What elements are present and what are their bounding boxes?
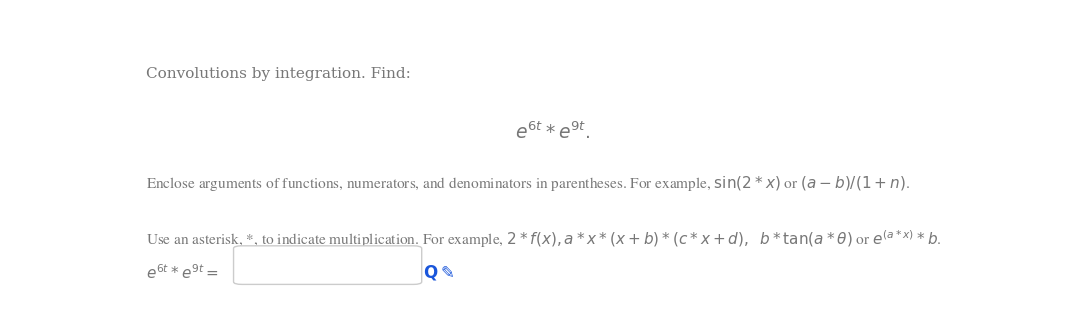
Text: Use an asterisk, *, to indicate multiplication. For example, $2 * f(x), a * x * : Use an asterisk, *, to indicate multipli… — [146, 228, 941, 249]
Text: Q: Q — [423, 264, 438, 282]
Text: Enclose arguments of functions, numerators, and denominators in parentheses. For: Enclose arguments of functions, numerato… — [146, 174, 910, 193]
FancyBboxPatch shape — [233, 246, 422, 285]
Text: $e^{6t} * e^{9t}.$: $e^{6t} * e^{9t}.$ — [516, 121, 590, 143]
Text: ✎: ✎ — [441, 264, 455, 282]
Text: $e^{6t} * e^{9t} =$: $e^{6t} * e^{9t} =$ — [146, 264, 219, 282]
Text: Convolutions by integration. Find:: Convolutions by integration. Find: — [146, 67, 411, 81]
